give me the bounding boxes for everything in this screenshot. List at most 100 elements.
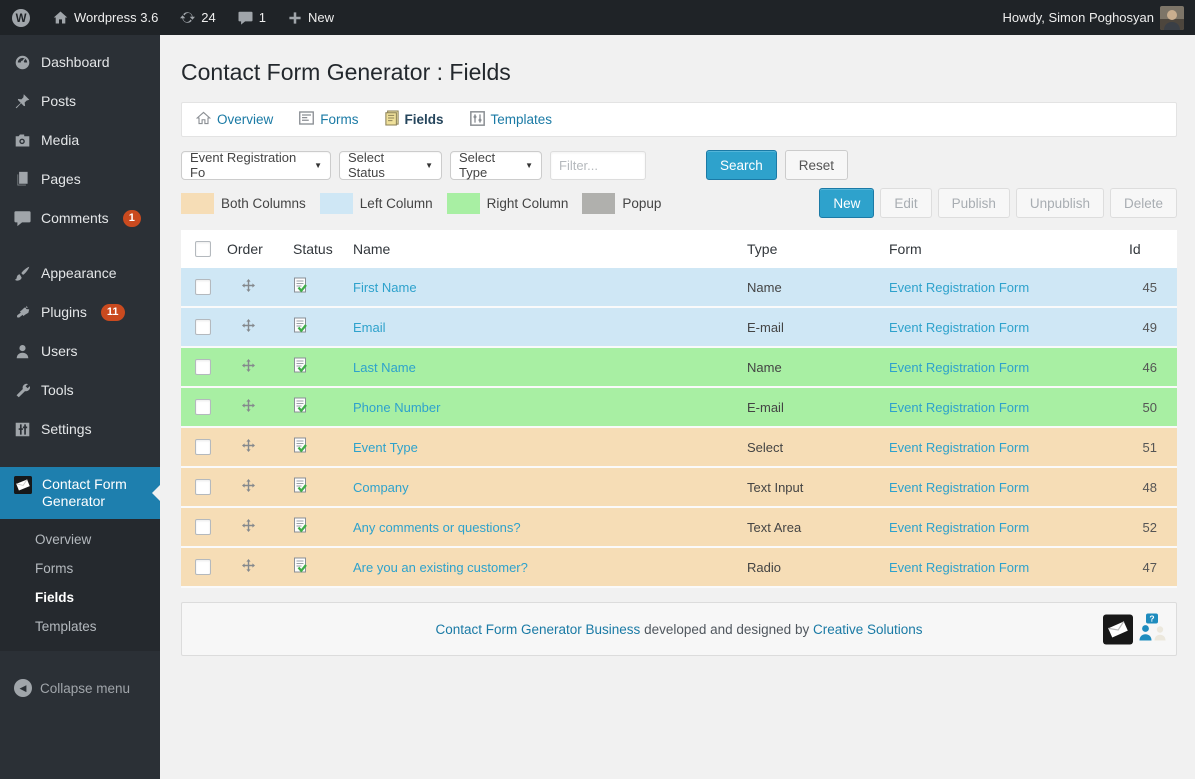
pages-icon — [14, 171, 31, 192]
table-body: First Name Name Event Registration Form 45 E… — [181, 268, 1177, 588]
submenu-item-overview[interactable]: Overview — [35, 532, 92, 547]
move-handle-icon[interactable] — [241, 359, 255, 375]
sidebar-item-pages[interactable]: Pages — [0, 162, 160, 201]
form-link[interactable]: Event Registration Form — [889, 559, 1030, 575]
move-handle-icon[interactable] — [241, 439, 255, 455]
filter-text-input[interactable] — [550, 150, 646, 180]
vendor-link[interactable]: Creative Solutions — [812, 621, 923, 637]
status-published-icon — [293, 517, 308, 537]
move-handle-icon[interactable] — [241, 399, 255, 415]
plugin-icon — [14, 304, 31, 325]
new-button[interactable]: New — [819, 188, 875, 218]
row-checkbox[interactable] — [195, 519, 211, 535]
sidebar-item-appearance[interactable]: Appearance — [0, 256, 160, 295]
reset-button[interactable]: Reset — [784, 150, 849, 180]
row-checkbox[interactable] — [195, 359, 211, 375]
form-link[interactable]: Event Registration Form — [889, 519, 1030, 535]
wordpress-logo-icon[interactable]: W — [0, 0, 42, 35]
update-count: 24 — [201, 10, 216, 25]
status-filter-value: Select Status — [348, 150, 385, 180]
cfg-logo-icon[interactable] — [1103, 614, 1133, 644]
site-menu[interactable]: Wordpress 3.6 — [42, 0, 169, 35]
updates-indicator[interactable]: 24 — [169, 0, 226, 35]
field-name-link[interactable]: Phone Number — [353, 399, 441, 415]
form-link[interactable]: Event Registration Form — [889, 479, 1030, 495]
chevron-down-icon: ▼ — [314, 160, 322, 170]
sidebar-item-contact-form-generator[interactable]: Contact Form Generator — [0, 467, 160, 519]
form-filter-select[interactable]: Event Registration Fo ▼ — [181, 150, 331, 180]
field-type: Text Area — [739, 507, 881, 548]
submenu-item-templates[interactable]: Templates — [35, 619, 97, 634]
field-id: 46 — [1121, 347, 1177, 388]
publish-button[interactable]: Publish — [937, 188, 1010, 218]
page-title: Contact Form Generator : Fields — [181, 59, 511, 85]
row-checkbox[interactable] — [195, 279, 211, 295]
field-id: 51 — [1121, 427, 1177, 468]
type-filter-select[interactable]: Select Type ▼ — [450, 150, 542, 180]
header-name: Name — [345, 230, 739, 268]
row-checkbox[interactable] — [195, 319, 211, 335]
product-link[interactable]: Contact Form Generator Business — [435, 621, 641, 637]
howdy-menu[interactable]: Howdy, Simon Poghosyan — [991, 0, 1195, 35]
sidebar-item-dashboard[interactable]: Dashboard — [0, 45, 160, 84]
updates-icon — [180, 10, 196, 25]
table-row: First Name Name Event Registration Form 45 — [181, 268, 1177, 308]
submenu-item-fields[interactable]: Fields — [35, 590, 75, 605]
sidebar-item-users[interactable]: Users — [0, 334, 160, 373]
fields-table: Order Status Name Type Form Id First Nam… — [181, 230, 1177, 588]
comments-indicator[interactable]: 1 — [227, 0, 277, 35]
status-published-icon — [293, 397, 308, 417]
field-name-link[interactable]: Are you an existing customer? — [353, 559, 528, 575]
sidebar-item-media[interactable]: Media — [0, 123, 160, 162]
legend-item: Left Column — [319, 192, 433, 214]
field-name-link[interactable]: First Name — [353, 279, 417, 295]
support-people-icon[interactable]: ? — [1138, 613, 1168, 645]
collapse-menu-button[interactable]: ◀ Collapse menu — [0, 671, 160, 705]
search-button[interactable]: Search — [706, 150, 777, 180]
field-name-link[interactable]: Event Type — [353, 439, 418, 455]
form-link[interactable]: Event Registration Form — [889, 439, 1030, 455]
move-handle-icon[interactable] — [241, 319, 255, 335]
field-id: 48 — [1121, 467, 1177, 508]
field-name-link[interactable]: Email — [353, 319, 386, 335]
sidebar-item-label: Settings — [41, 421, 92, 437]
sidebar-item-plugins[interactable]: Plugins 11 — [0, 295, 160, 334]
unpublish-button[interactable]: Unpublish — [1015, 188, 1104, 218]
delete-button[interactable]: Delete — [1109, 188, 1177, 218]
move-handle-icon[interactable] — [241, 479, 255, 495]
tab-fields[interactable]: Fields — [384, 110, 444, 129]
tab-overview[interactable]: Overview — [195, 111, 273, 128]
tab-templates[interactable]: Templates — [469, 110, 552, 129]
row-checkbox[interactable] — [195, 479, 211, 495]
table-row: Last Name Name Event Registration Form 46 — [181, 347, 1177, 388]
move-handle-icon[interactable] — [241, 559, 255, 575]
status-filter-select[interactable]: Select Status ▼ — [339, 150, 442, 180]
move-handle-icon[interactable] — [241, 519, 255, 535]
field-name-link[interactable]: Company — [353, 479, 409, 495]
sidebar-item-posts[interactable]: Posts — [0, 84, 160, 123]
new-menu[interactable]: New — [277, 0, 345, 35]
row-checkbox[interactable] — [195, 399, 211, 415]
form-link[interactable]: Event Registration Form — [889, 399, 1030, 415]
field-name-link[interactable]: Any comments or questions? — [353, 519, 521, 535]
plugins-count-badge: 11 — [100, 304, 125, 321]
sidebar-item-label: Appearance — [41, 265, 117, 281]
sidebar-item-settings[interactable]: Settings — [0, 412, 160, 451]
form-link[interactable]: Event Registration Form — [889, 319, 1030, 335]
submenu-item-forms[interactable]: Forms — [35, 561, 74, 576]
row-checkbox[interactable] — [195, 439, 211, 455]
row-checkbox[interactable] — [195, 559, 211, 575]
admin-sidebar: Dashboard Posts Media Pages Comments 1 — [0, 35, 160, 779]
form-link[interactable]: Event Registration Form — [889, 359, 1030, 375]
sidebar-item-comments[interactable]: Comments 1 — [0, 201, 160, 240]
sidebar-item-label: Media — [41, 132, 80, 148]
tab-forms[interactable]: Forms — [299, 111, 359, 128]
form-link[interactable]: Event Registration Form — [889, 279, 1030, 295]
home-icon — [53, 10, 68, 25]
field-name-link[interactable]: Last Name — [353, 359, 416, 375]
sidebar-item-tools[interactable]: Tools — [0, 373, 160, 412]
home-icon — [195, 111, 212, 128]
select-all-checkbox[interactable] — [195, 241, 211, 257]
move-handle-icon[interactable] — [241, 279, 255, 295]
edit-button[interactable]: Edit — [880, 188, 932, 218]
